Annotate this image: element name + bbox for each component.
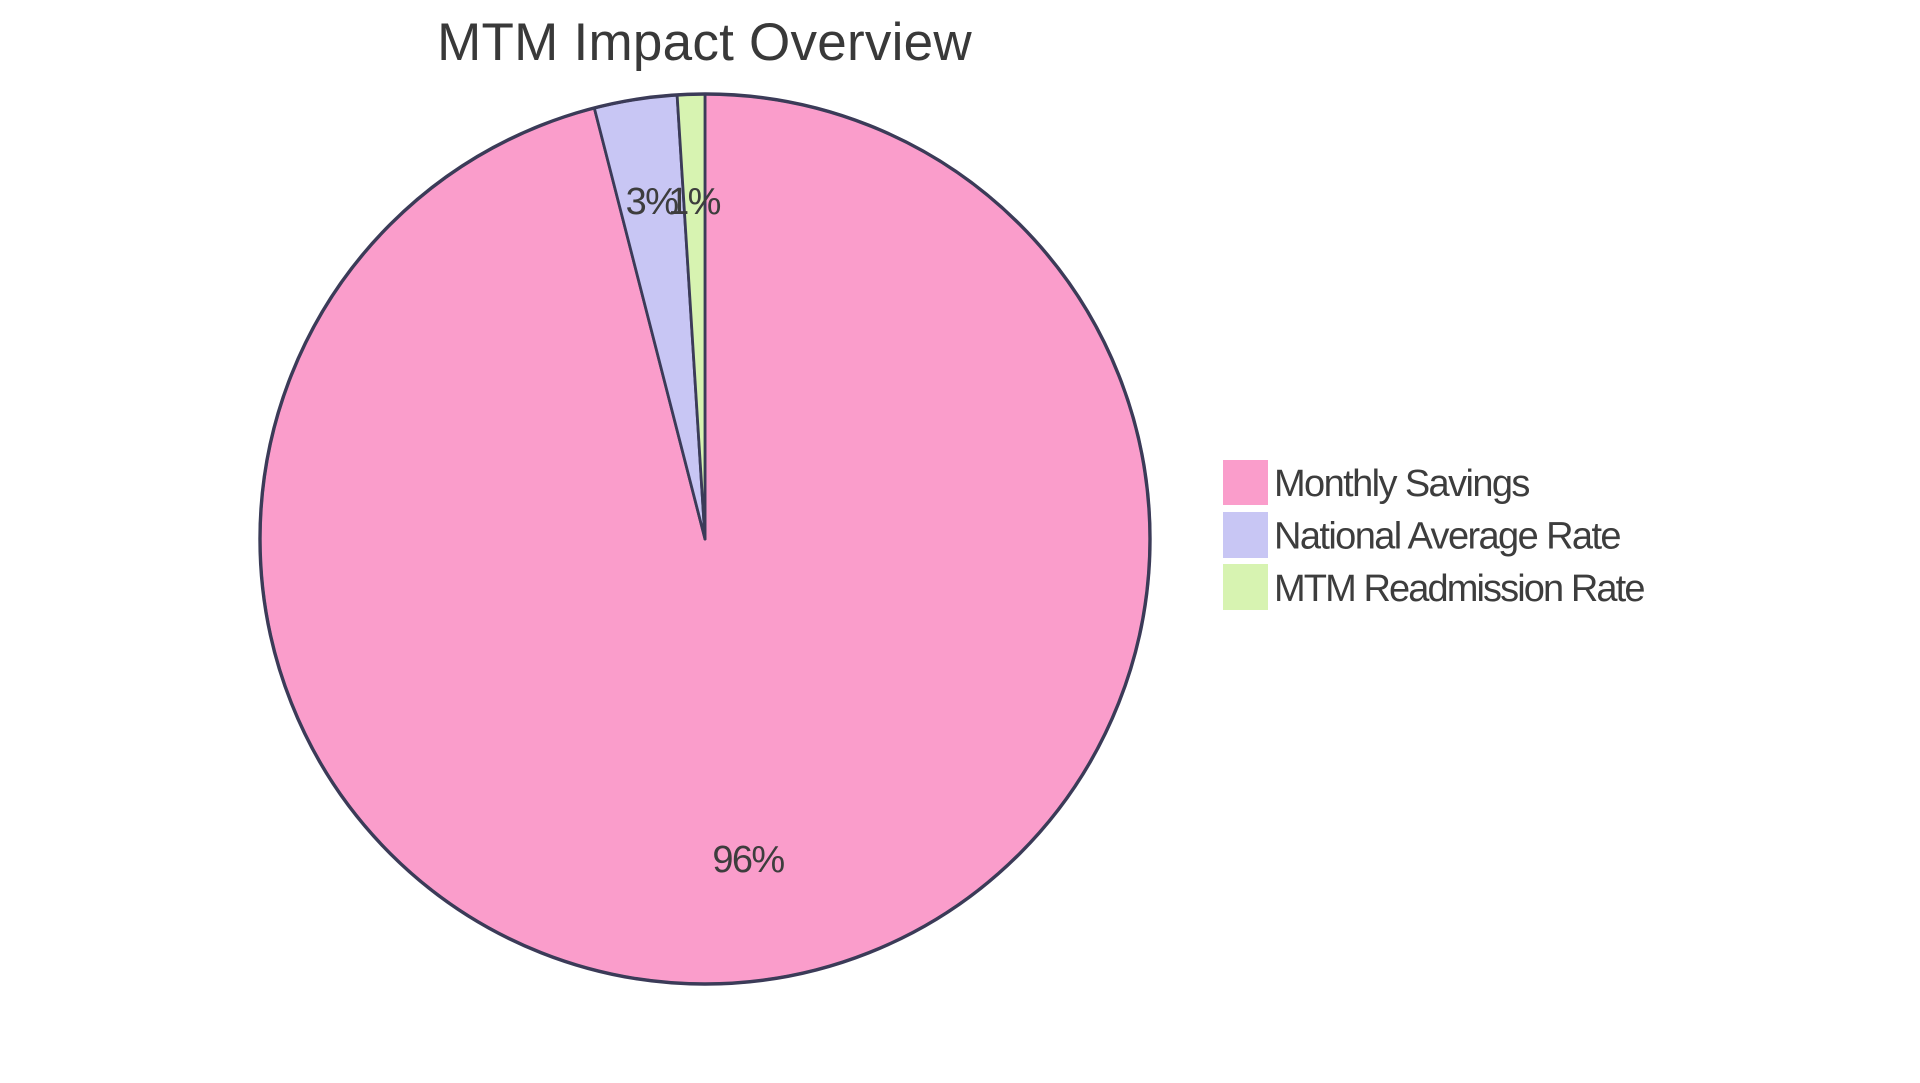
svg-text:National Average Rate: National Average Rate — [1274, 516, 1620, 558]
svg-text:96%: 96% — [712, 839, 784, 881]
svg-text:MTM Readmission Rate: MTM Readmission Rate — [1274, 568, 1644, 610]
svg-text:3%: 3% — [626, 181, 679, 223]
svg-text:1%: 1% — [668, 181, 721, 223]
svg-text:MTM Impact Overview: MTM Impact Overview — [437, 13, 972, 72]
svg-text:Monthly Savings: Monthly Savings — [1274, 463, 1529, 505]
